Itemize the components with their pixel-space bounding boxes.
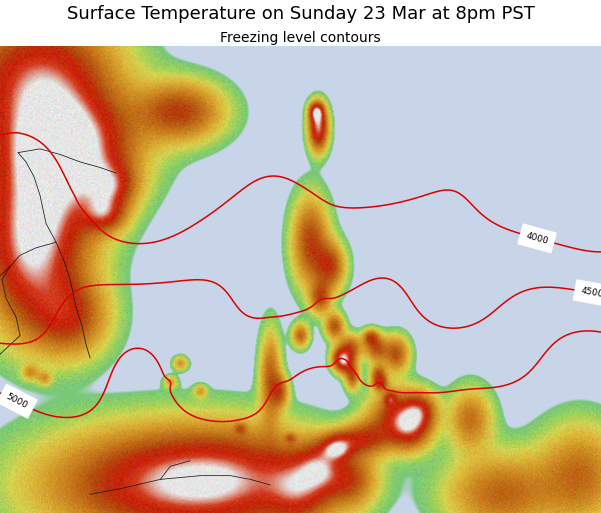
- Text: 4500: 4500: [580, 286, 601, 300]
- Text: 4000: 4000: [525, 231, 549, 246]
- Text: Freezing level contours: Freezing level contours: [220, 31, 381, 45]
- Text: 5000: 5000: [5, 392, 29, 410]
- Text: Surface Temperature on Sunday 23 Mar at 8pm PST: Surface Temperature on Sunday 23 Mar at …: [67, 5, 534, 23]
